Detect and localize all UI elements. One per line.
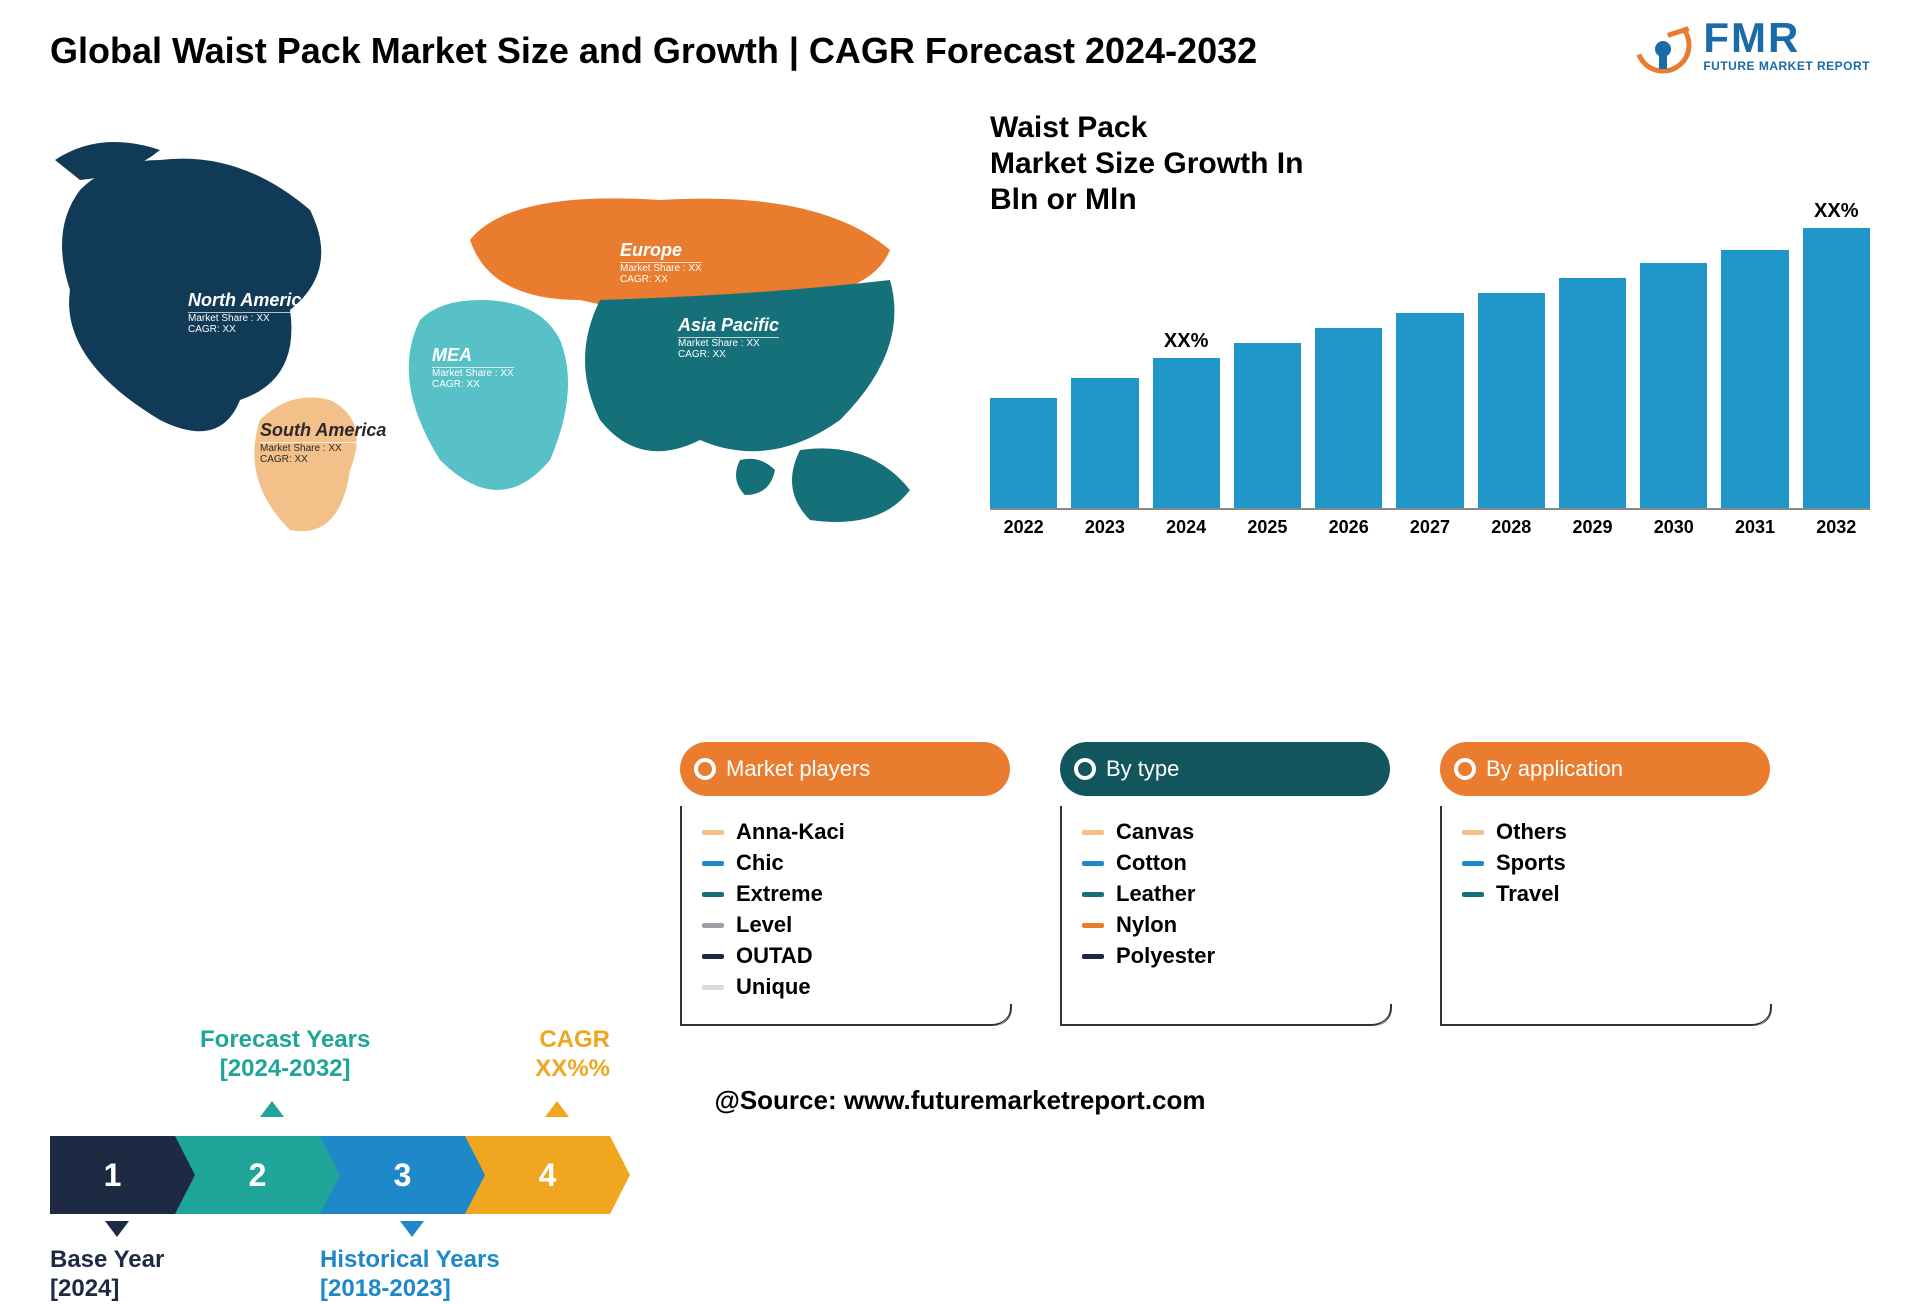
item-extreme: Extreme — [702, 881, 998, 907]
bar-2023: 2023 — [1071, 378, 1138, 508]
region-label-asia-pacific: Asia PacificMarket Share : XXCAGR: XX — [678, 315, 779, 360]
bar-2024: XX%2024 — [1153, 358, 1220, 508]
chart-title: Waist Pack Market Size Growth In Bln or … — [990, 110, 1870, 218]
item-outad: OUTAD — [702, 943, 998, 969]
item-sports: Sports — [1462, 850, 1758, 876]
bar-2032: XX%2032 — [1803, 228, 1870, 508]
bar-2026: 2026 — [1315, 328, 1382, 508]
pill-type: By type — [1060, 742, 1390, 796]
region-label-mea: MEAMarket Share : XXCAGR: XX — [432, 345, 514, 390]
logo-icon — [1633, 15, 1693, 75]
region-asia-pacific — [585, 280, 894, 451]
item-cotton: Cotton — [1082, 850, 1378, 876]
item-polyester: Polyester — [1082, 943, 1378, 969]
list-players: Anna-Kaci Chic Extreme Level OUTAD Unique — [680, 806, 1010, 1026]
item-unique: Unique — [702, 974, 998, 1000]
historical-years-label: Historical Years [2018-2023] — [320, 1246, 500, 1304]
logo-text-sub: FUTURE MARKET REPORT — [1703, 59, 1870, 73]
region-label-europe: EuropeMarket Share : XXCAGR: XX — [620, 240, 702, 285]
map-svg — [40, 120, 940, 540]
timeline-seg-3: 3 — [320, 1136, 465, 1214]
bar-2031: 2031 — [1721, 250, 1788, 508]
pill-players: Market players — [680, 742, 1010, 796]
bar-2028: 2028 — [1478, 293, 1545, 508]
region-label-north-america: North AmericaMarket Share : XXCAGR: XX — [188, 290, 311, 335]
growth-bar-chart: Waist Pack Market Size Growth In Bln or … — [990, 110, 1870, 540]
forecast-years-label: Forecast Years [2024-2032] — [200, 1026, 370, 1084]
timeline-seg-2: 2 — [175, 1136, 320, 1214]
list-type: Canvas Cotton Leather Nylon Polyester — [1060, 806, 1390, 1026]
world-map: North AmericaMarket Share : XXCAGR: XX So… — [40, 120, 940, 540]
bar-2027: 2027 — [1396, 313, 1463, 508]
bar-2030: 2030 — [1640, 263, 1707, 508]
column-players: Market players Anna-Kaci Chic Extreme Level O… — [680, 742, 1010, 1026]
pill-application: By application — [1440, 742, 1770, 796]
timeline-seg-1: 1 — [50, 1136, 175, 1214]
item-canvas: Canvas — [1082, 819, 1378, 845]
item-level: Level — [702, 912, 998, 938]
fmr-logo: FMR FUTURE MARKET REPORT — [1633, 15, 1870, 75]
page-title: Global Waist Pack Market Size and Growth… — [50, 30, 1257, 72]
column-application: By application Others Sports Travel — [1440, 742, 1770, 1026]
cagr-label: CAGR XX%% — [535, 1026, 610, 1084]
item-travel: Travel — [1462, 881, 1758, 907]
item-chic: Chic — [702, 850, 998, 876]
region-mea — [409, 300, 568, 490]
item-leather: Leather — [1082, 881, 1378, 907]
item-anna-kaci: Anna-Kaci — [702, 819, 998, 845]
column-type: By type Canvas Cotton Leather Nylon Polyester — [1060, 742, 1390, 1026]
logo-text-main: FMR — [1703, 17, 1870, 59]
item-nylon: Nylon — [1082, 912, 1378, 938]
timeline-seg-4: 4 — [465, 1136, 610, 1214]
region-label-south-america: South AmericaMarket Share : XXCAGR: XX — [260, 420, 386, 465]
item-others: Others — [1462, 819, 1758, 845]
bar-2029: 2029 — [1559, 278, 1626, 508]
base-year-label: Base Year [2024] — [50, 1246, 164, 1304]
bar-2022: 2022 — [990, 398, 1057, 508]
source-attribution: @Source: www.futuremarketreport.com — [0, 1085, 1920, 1116]
list-application: Others Sports Travel — [1440, 806, 1770, 1026]
bar-2025: 2025 — [1234, 343, 1301, 508]
